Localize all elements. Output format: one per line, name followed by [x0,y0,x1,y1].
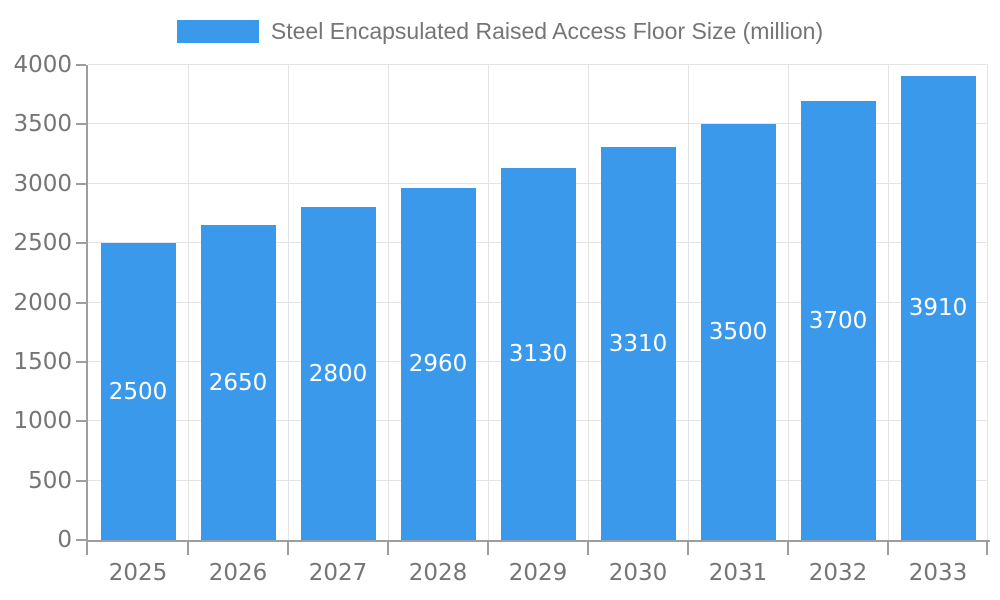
bar-2028: 2960 [400,188,476,540]
bar-2031: 3500 [700,124,776,540]
bar-value-label: 3310 [608,330,668,357]
bar-2030: 3310 [600,147,676,540]
gridline-vertical [788,65,789,540]
y-axis-tick [76,183,86,185]
bar-value-label: 3700 [808,307,868,334]
x-axis-tick-label: 2030 [608,560,668,586]
gridline-vertical [188,65,189,540]
x-axis-tick [287,542,289,555]
y-axis-tick [76,480,86,482]
y-axis-tick-label: 4000 [13,52,72,78]
x-axis-tick [787,542,789,555]
gridline-vertical [888,65,889,540]
y-axis-tick-label: 1500 [13,349,72,375]
bar-2029: 3130 [500,168,576,540]
y-axis-tick-label: 1000 [13,408,72,434]
x-axis-tick-label: 2025 [108,560,168,586]
legend-series-label: Steel Encapsulated Raised Access Floor S… [270,18,824,44]
bar-value-label: 3500 [708,319,768,345]
x-axis-tick [187,542,189,555]
x-axis-tick [86,542,88,555]
x-axis-tick-label: 2027 [308,560,368,586]
bar-2027: 2800 [300,207,376,540]
gridline-horizontal [88,123,988,124]
y-axis-tick-label: 3000 [13,171,72,197]
x-axis-tick-label: 2029 [508,560,568,586]
y-axis-tick [76,420,86,422]
y-axis-tick-label: 2000 [13,290,72,316]
gridline-vertical [288,65,289,540]
y-axis-tick [76,123,86,125]
x-axis-tick [986,542,988,555]
chart-legend: Steel Encapsulated Raised Access Floor S… [0,17,1000,45]
x-axis-line [86,540,990,542]
bar-2032: 3700 [800,101,876,540]
bar-value-label: 2960 [408,351,468,377]
x-axis-tick [487,542,489,555]
y-axis-tick-label: 500 [28,468,72,494]
y-axis-tick [76,64,86,66]
x-axis-tick [687,542,689,555]
y-axis-tick [76,539,86,541]
bar-2033: 3910 [900,76,976,540]
x-axis-tick [887,542,889,555]
gridline-vertical [688,65,689,540]
bar-value-label: 2500 [108,378,168,405]
bar-value-label: 3910 [908,295,968,321]
y-axis-tick-label: 2500 [13,230,72,256]
bar-2026: 2650 [200,225,276,540]
x-axis-tick-label: 2026 [208,560,268,586]
y-axis-line [86,65,88,542]
y-axis-tick-label: 3500 [13,111,72,137]
y-axis-tick-label: 0 [57,527,72,553]
x-axis-tick-label: 2032 [808,560,868,586]
bar-value-label: 2650 [208,369,268,396]
plot-area: 0 500 1000 1500 2000 2500 3000 3500 4000 2500 2025… [13,52,990,586]
x-axis-tick-label: 2031 [708,560,768,586]
gridline-vertical [488,65,489,540]
bar-value-label: 2800 [308,360,368,387]
gridline-horizontal [88,64,988,65]
legend-swatch [176,19,259,43]
x-axis-tick-label: 2028 [408,560,468,586]
gridline-vertical [388,65,389,540]
gridline-vertical [987,65,988,540]
legend-item-series[interactable]: Steel Encapsulated Raised Access Floor S… [176,17,824,45]
y-axis-tick [76,242,86,244]
y-axis-tick [76,302,86,304]
gridline-vertical [588,65,589,540]
x-axis-tick-label: 2033 [908,560,968,586]
bar-2025: 2500 [100,243,176,540]
bar-value-label: 3130 [508,341,568,367]
y-axis-tick [76,361,86,363]
x-axis-tick [587,542,589,555]
x-axis-tick [387,542,389,555]
